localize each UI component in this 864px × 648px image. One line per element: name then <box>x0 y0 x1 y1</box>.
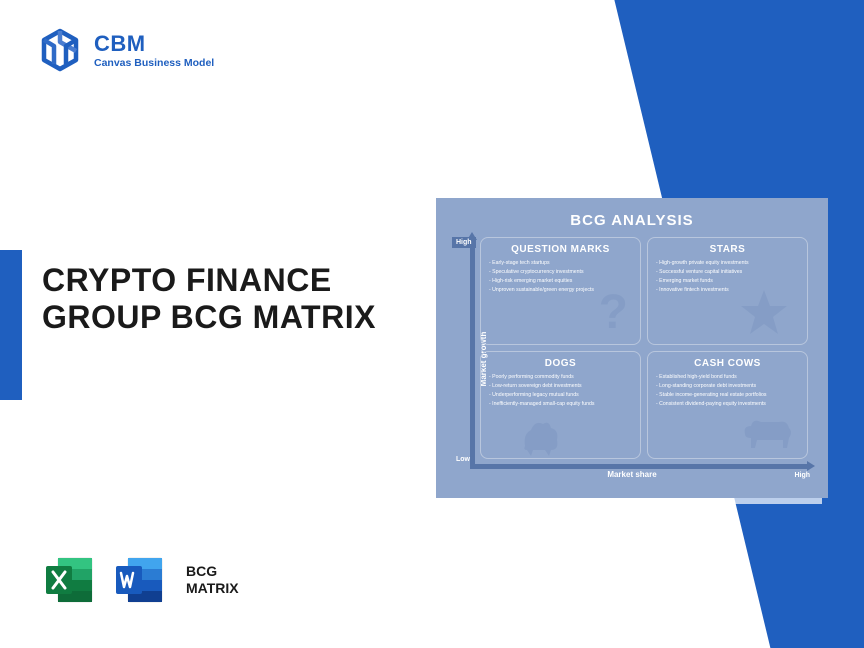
accent-bar <box>0 250 22 400</box>
quadrant-dogs: DOGS Poorly performing commodity funds L… <box>480 351 641 459</box>
quad-title: QUESTION MARKS <box>489 244 632 255</box>
logo-block: CBM Canvas Business Model <box>38 28 214 72</box>
x-axis-arrow <box>470 464 810 469</box>
card-title: BCG ANALYSIS <box>450 212 814 229</box>
bottom-label-line2: MATRIX <box>186 580 239 597</box>
logo-subtitle: Canvas Business Model <box>94 57 214 69</box>
bottom-label: BCG MATRIX <box>186 563 239 597</box>
list-item: Emerging market funds <box>656 277 799 286</box>
quadrant-grid: ? QUESTION MARKS Early-stage tech startu… <box>480 237 808 459</box>
watermark-cow-icon <box>741 416 793 454</box>
list-item: Consistent dividend-paying equity invest… <box>656 400 799 409</box>
list-item: Early-stage tech startups <box>489 259 632 268</box>
quad-title: DOGS <box>489 358 632 369</box>
watermark-dog-icon <box>519 416 563 456</box>
list-item: Low-return sovereign debt investments <box>489 382 632 391</box>
bottom-label-line1: BCG <box>186 563 239 580</box>
bottom-icons: BCG MATRIX <box>42 552 239 608</box>
list-item: Successful venture capital initiatives <box>656 268 799 277</box>
quad-title: STARS <box>656 244 799 255</box>
x-axis-high-label: High <box>794 472 810 479</box>
word-icon <box>112 552 168 608</box>
watermark-question-icon: ? <box>599 285 628 340</box>
y-axis-arrow <box>470 237 475 465</box>
quadrant-cash-cows: CASH COWS Established high-yield bond fu… <box>647 351 808 459</box>
list-item: Speculative cryptocurrency investments <box>489 268 632 277</box>
y-axis-high-label: High <box>452 237 476 248</box>
list-item: Long-standing corporate debt investments <box>656 382 799 391</box>
watermark-star-icon <box>739 288 789 338</box>
chart-area: High Market growth Low Market share High… <box>450 237 814 481</box>
cbm-logo-icon <box>38 28 82 72</box>
page-title: CRYPTO FINANCE GROUP BCG MATRIX <box>42 262 422 336</box>
list-item: Inefficiently-managed small-cap equity f… <box>489 400 632 409</box>
quad-title: CASH COWS <box>656 358 799 369</box>
x-axis-label: Market share <box>607 470 656 479</box>
excel-icon <box>42 552 98 608</box>
list-item: Established high-yield bond funds <box>656 373 799 382</box>
quad-list: Poorly performing commodity funds Low-re… <box>489 373 632 408</box>
logo-title: CBM <box>94 31 214 57</box>
list-item: High-growth private equity investments <box>656 259 799 268</box>
y-axis-low-label: Low <box>456 456 470 463</box>
bcg-analysis-card: BCG ANALYSIS High Market growth Low Mark… <box>436 198 828 498</box>
quadrant-stars: STARS High-growth private equity investm… <box>647 237 808 345</box>
quadrant-question-marks: ? QUESTION MARKS Early-stage tech startu… <box>480 237 641 345</box>
list-item: Underperforming legacy mutual funds <box>489 391 632 400</box>
list-item: Stable income-generating real estate por… <box>656 391 799 400</box>
quad-list: Established high-yield bond funds Long-s… <box>656 373 799 408</box>
list-item: Poorly performing commodity funds <box>489 373 632 382</box>
